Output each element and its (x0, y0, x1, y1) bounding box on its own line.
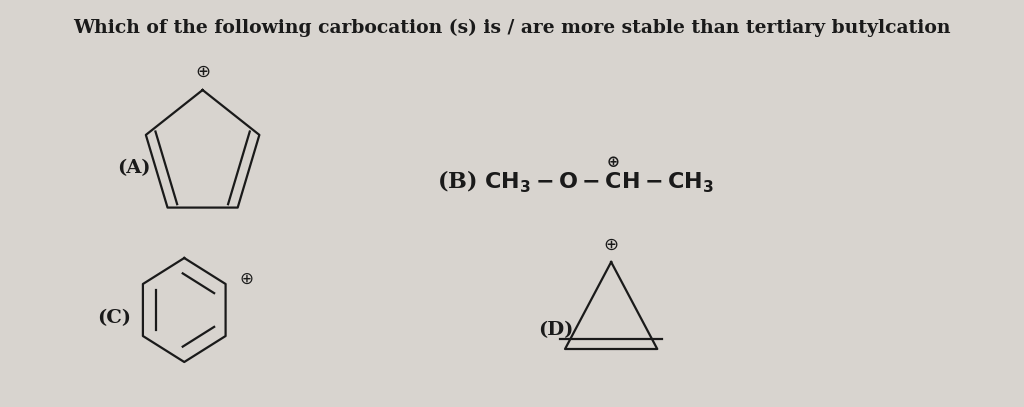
Text: (D): (D) (538, 321, 573, 339)
Text: Which of the following carbocation (s) is / are more stable than tertiary butylc: Which of the following carbocation (s) i… (74, 19, 950, 37)
Text: (C): (C) (97, 309, 131, 327)
Text: (B) $\mathbf{CH_3-O-\overset{{\oplus}}{C}H-CH_3}$: (B) $\mathbf{CH_3-O-\overset{{\oplus}}{C… (436, 155, 714, 195)
Text: $\oplus$: $\oplus$ (603, 236, 618, 254)
Text: $\oplus$: $\oplus$ (239, 270, 253, 288)
Text: (A): (A) (117, 159, 151, 177)
Text: $\oplus$: $\oplus$ (195, 63, 210, 81)
